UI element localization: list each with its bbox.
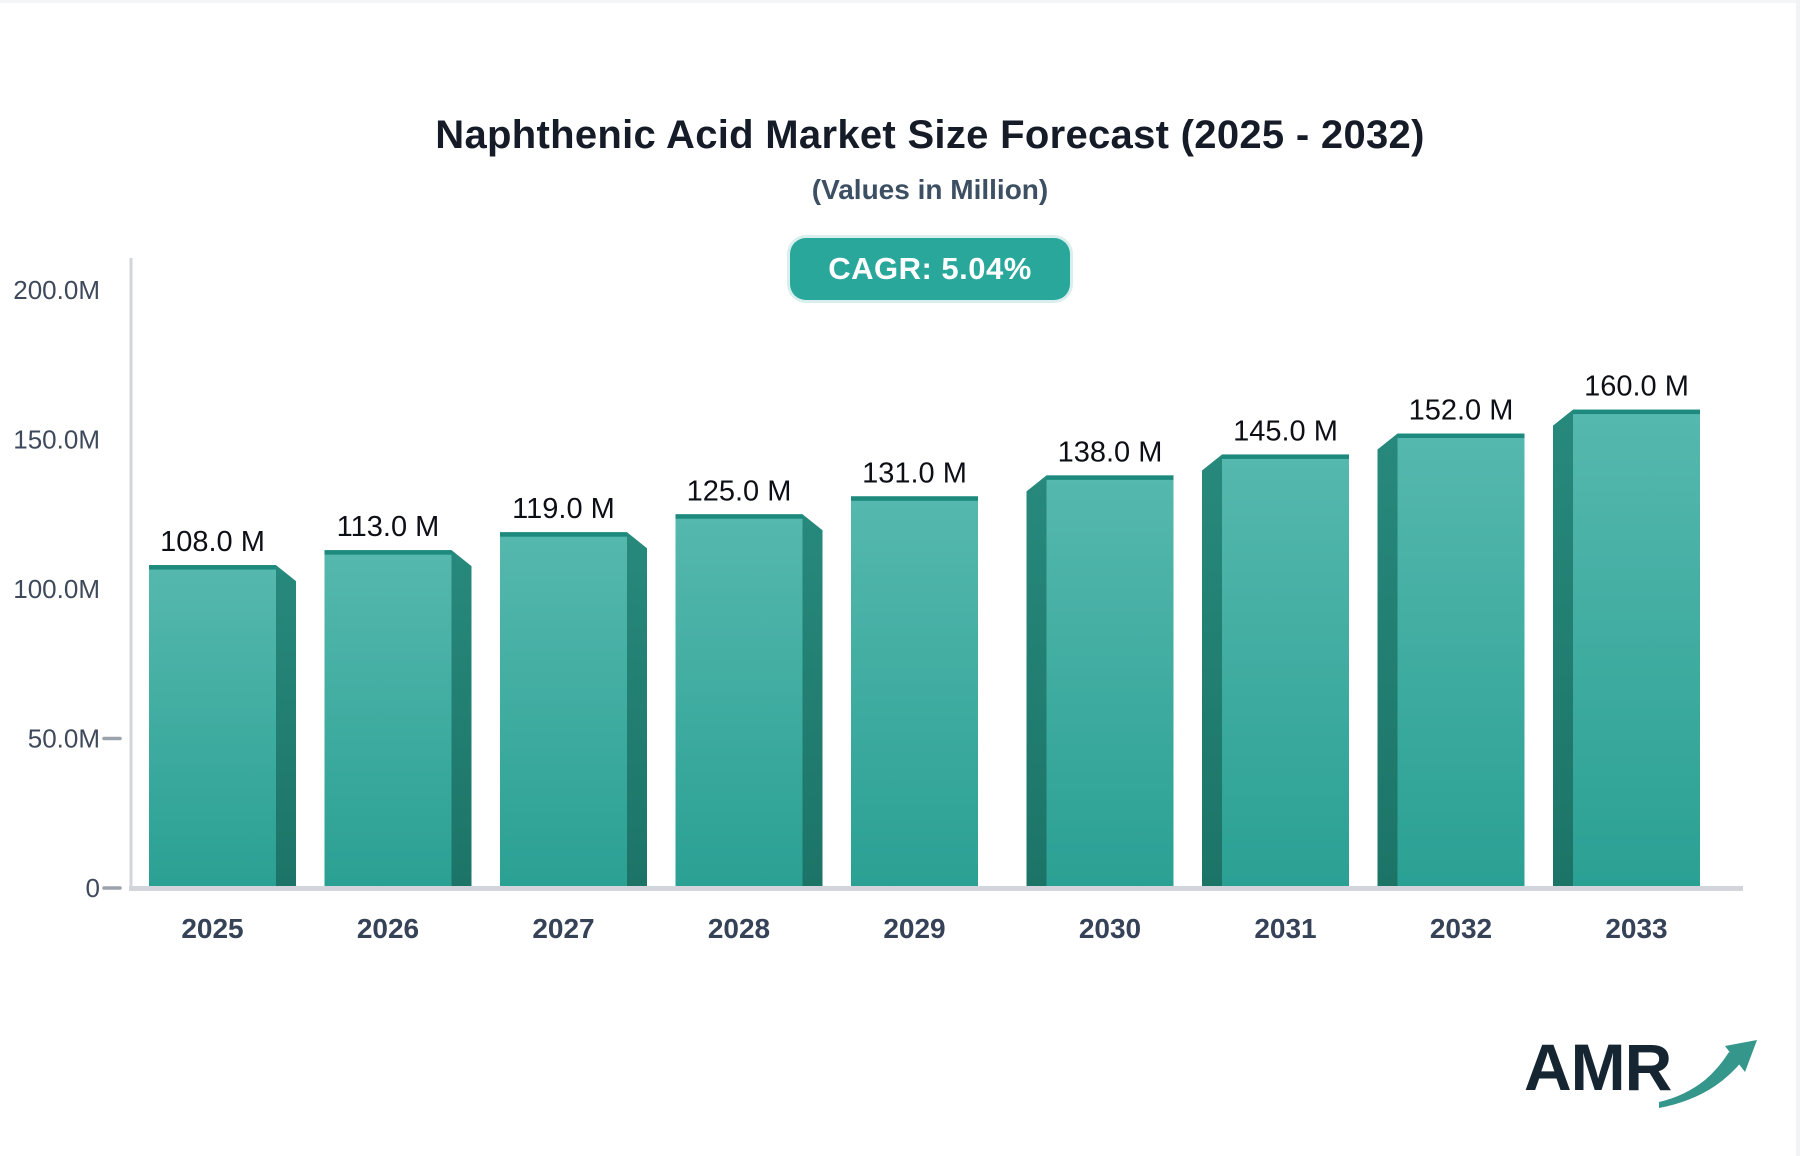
bar-front-face-2027 [500,532,627,888]
bar-side-face [1377,433,1398,888]
x-axis-label-2030: 2030 [1079,913,1141,944]
chart-subtitle: (Values in Million) [811,174,1049,205]
y-axis-label-200.0M: 200.0M [13,275,100,305]
bar-value-label-2029: 131.0 M [862,457,967,489]
bar-side-face [276,565,296,888]
x-axis-label-2029: 2029 [883,913,945,944]
growth-arrow-swoosh [1659,1052,1744,1108]
bar-front-face-2031 [1222,454,1349,888]
bar-top-edge [324,550,452,555]
y-axis-label-50.0M: 50.0M [28,724,100,754]
x-axis-label-2026: 2026 [357,913,419,944]
bar-front-face-2029 [851,496,978,888]
bar-side-face [451,550,472,888]
bar-value-label-2026: 113.0 M [337,511,440,543]
bar-group-2028 [675,514,823,888]
bar-top-edge [1573,409,1700,415]
bar-top-edge [500,532,627,537]
chart-header: Naphthenic Acid Market Size Forecast (20… [70,0,1790,300]
page-edge-top [0,0,1800,3]
bar-top-edge [1046,475,1174,480]
bar-top-edge [675,514,803,519]
bar-top-edge [1397,433,1525,439]
bar-value-label-2028: 125.0 M [687,475,792,507]
amr-logo: AMR [1524,1034,1761,1116]
x-axis-line [129,886,1743,891]
bar-group-2029 [851,496,978,888]
bar-value-label-2033: 160.0 M [1584,371,1689,403]
growth-arrow-head [1725,1040,1758,1072]
bar-side-face [1202,454,1222,888]
bar-front-face-2033 [1573,409,1700,888]
bar-side-face [627,532,647,888]
bar-value-label-2025: 108.0 M [160,526,265,558]
page-edge-right [1796,0,1800,1156]
bar-side-face [802,514,823,888]
bar-side-face [1553,409,1573,888]
bar-side-face [1026,475,1047,888]
bar-value-label-2027: 119.0 M [512,493,615,525]
x-axis-label-2027: 2027 [532,913,594,944]
bar-group-2031 [1202,454,1349,888]
bar-group-2027 [500,532,647,888]
bar-group-2025 [149,565,296,888]
bar-front-face-2028 [675,514,803,888]
x-axis-label-2025: 2025 [181,913,243,944]
bar-group-2030 [1026,475,1174,888]
y-axis-label-100.0M: 100.0M [13,574,100,604]
x-axis-label-2031: 2031 [1254,913,1316,944]
y-axis-label-150.0M: 150.0M [13,425,100,455]
cagr-badge: CAGR: 5.04% [790,238,1070,300]
bar-top-edge [851,496,978,501]
bar-front-face-2032 [1397,433,1525,888]
chart-title: Naphthenic Acid Market Size Forecast (20… [435,113,1425,157]
bar-top-edge [149,565,276,570]
bar-front-face-2030 [1046,475,1174,888]
bar-front-face-2025 [149,565,276,888]
amr-logo-text: AMR [1524,1030,1672,1104]
bar-top-edge [1222,454,1349,459]
bar-group-2032 [1377,433,1525,888]
bar-value-label-2032: 152.0 M [1409,395,1514,427]
bar-value-label-2030: 138.0 M [1058,436,1163,468]
x-axis-label-2033: 2033 [1605,913,1667,944]
bar-group-2026 [324,550,472,888]
bar-group-2033 [1553,409,1700,888]
x-axis-label-2028: 2028 [708,913,770,944]
x-axis-label-2032: 2032 [1430,913,1492,944]
bar-value-label-2031: 145.0 M [1233,415,1338,447]
bar-front-face-2026 [324,550,452,888]
y-axis-label-0: 0 [86,873,100,903]
growth-arrow-icon [1659,1040,1758,1108]
